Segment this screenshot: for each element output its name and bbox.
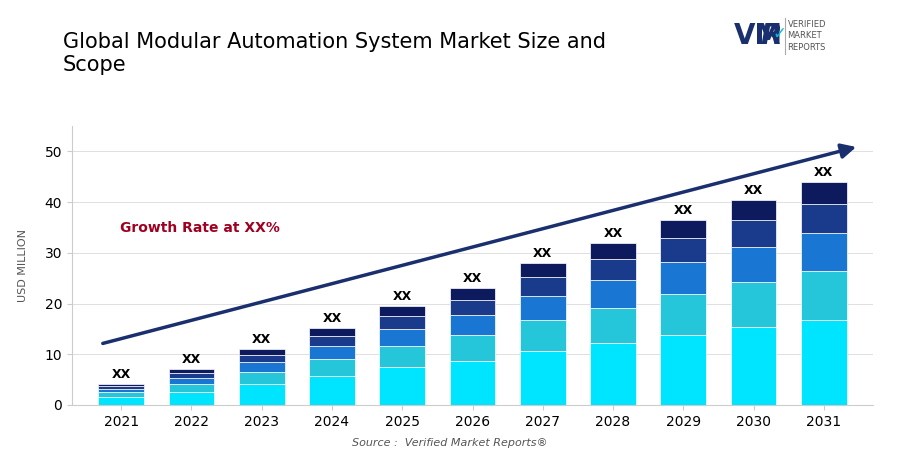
Bar [380, 346, 425, 367]
Text: R: R [760, 22, 782, 50]
Bar [450, 360, 495, 405]
Bar [590, 259, 636, 280]
Bar [450, 300, 495, 315]
Text: XX: XX [814, 166, 833, 179]
Bar [801, 320, 847, 405]
Text: XX: XX [744, 184, 763, 197]
Bar [520, 263, 565, 277]
Bar [801, 182, 847, 204]
Bar [238, 384, 284, 405]
Text: XX: XX [603, 227, 623, 240]
Bar [238, 349, 284, 355]
Bar [98, 392, 144, 397]
Bar [98, 389, 144, 392]
Bar [98, 397, 144, 405]
Bar [168, 384, 214, 392]
Text: XX: XX [674, 204, 693, 217]
Text: Growth Rate at XX%: Growth Rate at XX% [120, 221, 280, 235]
Bar [168, 373, 214, 378]
Text: XX: XX [533, 247, 553, 260]
Bar [380, 306, 425, 316]
Bar [450, 315, 495, 335]
Bar [309, 336, 355, 346]
Bar [380, 367, 425, 405]
Bar [98, 384, 144, 386]
Bar [731, 327, 777, 405]
Bar [238, 362, 284, 372]
Bar [590, 243, 636, 259]
Bar [731, 199, 777, 220]
Bar [520, 277, 565, 296]
Text: XX: XX [322, 312, 342, 325]
Bar [309, 376, 355, 405]
Text: Source :  Verified Market Reports®: Source : Verified Market Reports® [352, 438, 548, 448]
Bar [309, 359, 355, 376]
Bar [450, 335, 495, 360]
Bar [238, 355, 284, 362]
Text: XX: XX [463, 272, 482, 285]
Bar [661, 238, 707, 262]
Bar [520, 351, 565, 405]
Bar [731, 247, 777, 282]
Text: XX: XX [112, 368, 130, 381]
Text: XX: XX [182, 353, 201, 366]
Bar [520, 320, 565, 351]
Bar [661, 335, 707, 405]
Bar [168, 378, 214, 384]
Bar [661, 262, 707, 294]
Bar [380, 316, 425, 329]
Text: XX: XX [392, 290, 412, 303]
Bar [590, 280, 636, 308]
Y-axis label: USD MILLION: USD MILLION [18, 229, 28, 302]
Bar [590, 308, 636, 343]
Bar [661, 294, 707, 335]
Bar [168, 369, 214, 373]
Bar [731, 220, 777, 247]
Bar [801, 233, 847, 271]
Bar [661, 220, 707, 238]
Bar [450, 288, 495, 300]
Text: Global Modular Automation System Market Size and
Scope: Global Modular Automation System Market … [63, 32, 606, 75]
Bar [380, 329, 425, 346]
Text: VERIFIED
MARKET
REPORTS: VERIFIED MARKET REPORTS [788, 20, 826, 52]
Bar [98, 386, 144, 389]
Text: VM: VM [734, 22, 783, 50]
Bar [309, 328, 355, 336]
Bar [309, 346, 355, 359]
Bar [168, 392, 214, 405]
Text: ✓: ✓ [772, 25, 786, 43]
Bar [238, 372, 284, 384]
Bar [801, 204, 847, 233]
Bar [590, 343, 636, 405]
Bar [731, 282, 777, 327]
Text: XX: XX [252, 333, 271, 346]
Bar [801, 271, 847, 320]
Bar [520, 296, 565, 320]
